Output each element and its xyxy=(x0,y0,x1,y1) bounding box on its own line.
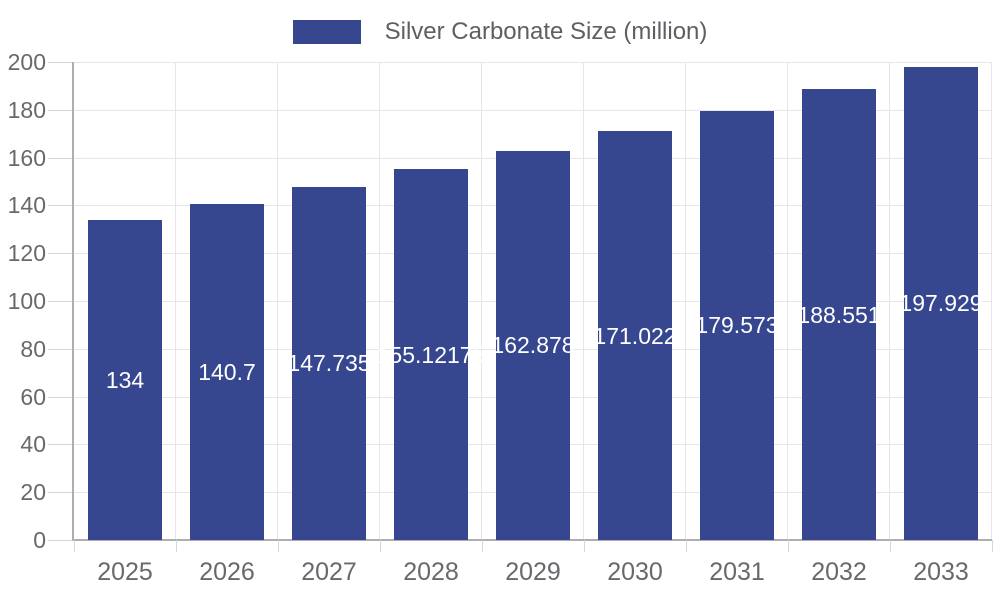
y-axis-tick-label: 120 xyxy=(7,240,46,267)
legend-label: Silver Carbonate Size (million) xyxy=(384,18,708,45)
y-axis-tick-label: 160 xyxy=(7,144,46,171)
gridline-vertical xyxy=(175,62,176,540)
x-axis-line xyxy=(72,539,992,541)
bar-value-label: 147.735 xyxy=(287,350,371,377)
y-tick xyxy=(48,62,72,63)
y-tick xyxy=(48,109,72,111)
y-axis-tick-label: 200 xyxy=(7,49,46,75)
bar-value-label: 155.12175 xyxy=(376,341,486,368)
bar-value-label: 134 xyxy=(105,366,145,393)
y-axis-tick-label: 40 xyxy=(20,431,46,458)
y-tick xyxy=(48,348,72,350)
bar[interactable] xyxy=(394,169,468,540)
gridline-horizontal xyxy=(74,62,992,63)
plot-area: 134 140.7 147.735 155.12175 162.878 171.022 17… xyxy=(72,62,992,541)
y-axis-tick-label: 60 xyxy=(20,383,46,410)
y-axis-tick-label: 20 xyxy=(20,479,46,506)
bar-value-label: 140.7 xyxy=(198,358,256,385)
x-tick xyxy=(890,540,891,552)
bar[interactable] xyxy=(496,150,570,540)
bar-value-label: 162.878 xyxy=(491,332,575,359)
gridline-vertical xyxy=(685,62,686,540)
gridline-vertical xyxy=(481,62,482,540)
x-axis-category-label: 2027 xyxy=(301,558,357,586)
x-axis-category-label: 2028 xyxy=(403,558,459,586)
y-tick xyxy=(48,396,72,398)
x-axis-category-label: 2031 xyxy=(709,558,765,586)
y-tick xyxy=(48,205,72,207)
y-tick xyxy=(48,540,72,541)
bar-value-label: 197.929 xyxy=(899,290,983,317)
y-tick xyxy=(48,444,72,446)
bar-value-label: 188.551 xyxy=(797,301,881,328)
gridline-vertical xyxy=(889,62,890,540)
gridline-vertical xyxy=(787,62,788,540)
bar[interactable] xyxy=(88,219,162,540)
y-axis-tick-label: 140 xyxy=(7,192,46,219)
bar[interactable] xyxy=(598,131,672,540)
x-axis-category-label: 2029 xyxy=(505,558,561,586)
bar[interactable] xyxy=(904,66,978,540)
bar-value-label: 179.573 xyxy=(695,312,779,339)
y-tick xyxy=(48,492,72,494)
x-axis-category-label: 2033 xyxy=(913,558,969,586)
x-tick xyxy=(992,540,993,552)
y-axis-tick-label: 100 xyxy=(7,288,46,314)
x-axis-category-label: 2025 xyxy=(97,558,153,586)
bar[interactable] xyxy=(700,110,774,540)
gridline-vertical xyxy=(583,62,584,540)
x-tick xyxy=(380,540,381,552)
legend-item[interactable]: Silver Carbonate Size (million) xyxy=(0,14,1000,50)
x-tick xyxy=(686,540,687,552)
x-tick xyxy=(584,540,585,552)
gridline-horizontal xyxy=(74,109,992,111)
x-tick xyxy=(176,540,177,552)
legend-swatch xyxy=(292,20,361,44)
bar[interactable] xyxy=(802,89,876,540)
y-axis-tick-label: 80 xyxy=(20,335,46,362)
gridline-vertical xyxy=(379,62,380,540)
x-axis-category-label: 2030 xyxy=(607,558,663,586)
x-tick xyxy=(788,540,789,552)
x-tick xyxy=(482,540,483,552)
y-axis-tick-label: 180 xyxy=(7,96,46,123)
x-tick xyxy=(278,540,279,552)
y-axis-tick-label: 0 xyxy=(33,527,46,553)
x-axis-category-label: 2026 xyxy=(199,558,255,586)
x-axis-category-label: 2032 xyxy=(811,558,867,586)
bar[interactable] xyxy=(292,186,366,540)
bar[interactable] xyxy=(190,203,264,540)
y-axis-line xyxy=(72,62,74,540)
y-tick xyxy=(48,301,72,302)
gridline-vertical xyxy=(277,62,278,540)
x-tick xyxy=(74,540,75,552)
gridline-vertical xyxy=(991,62,992,540)
bar-value-label: 171.022 xyxy=(593,322,677,349)
y-tick xyxy=(48,253,72,255)
y-tick xyxy=(48,157,72,159)
